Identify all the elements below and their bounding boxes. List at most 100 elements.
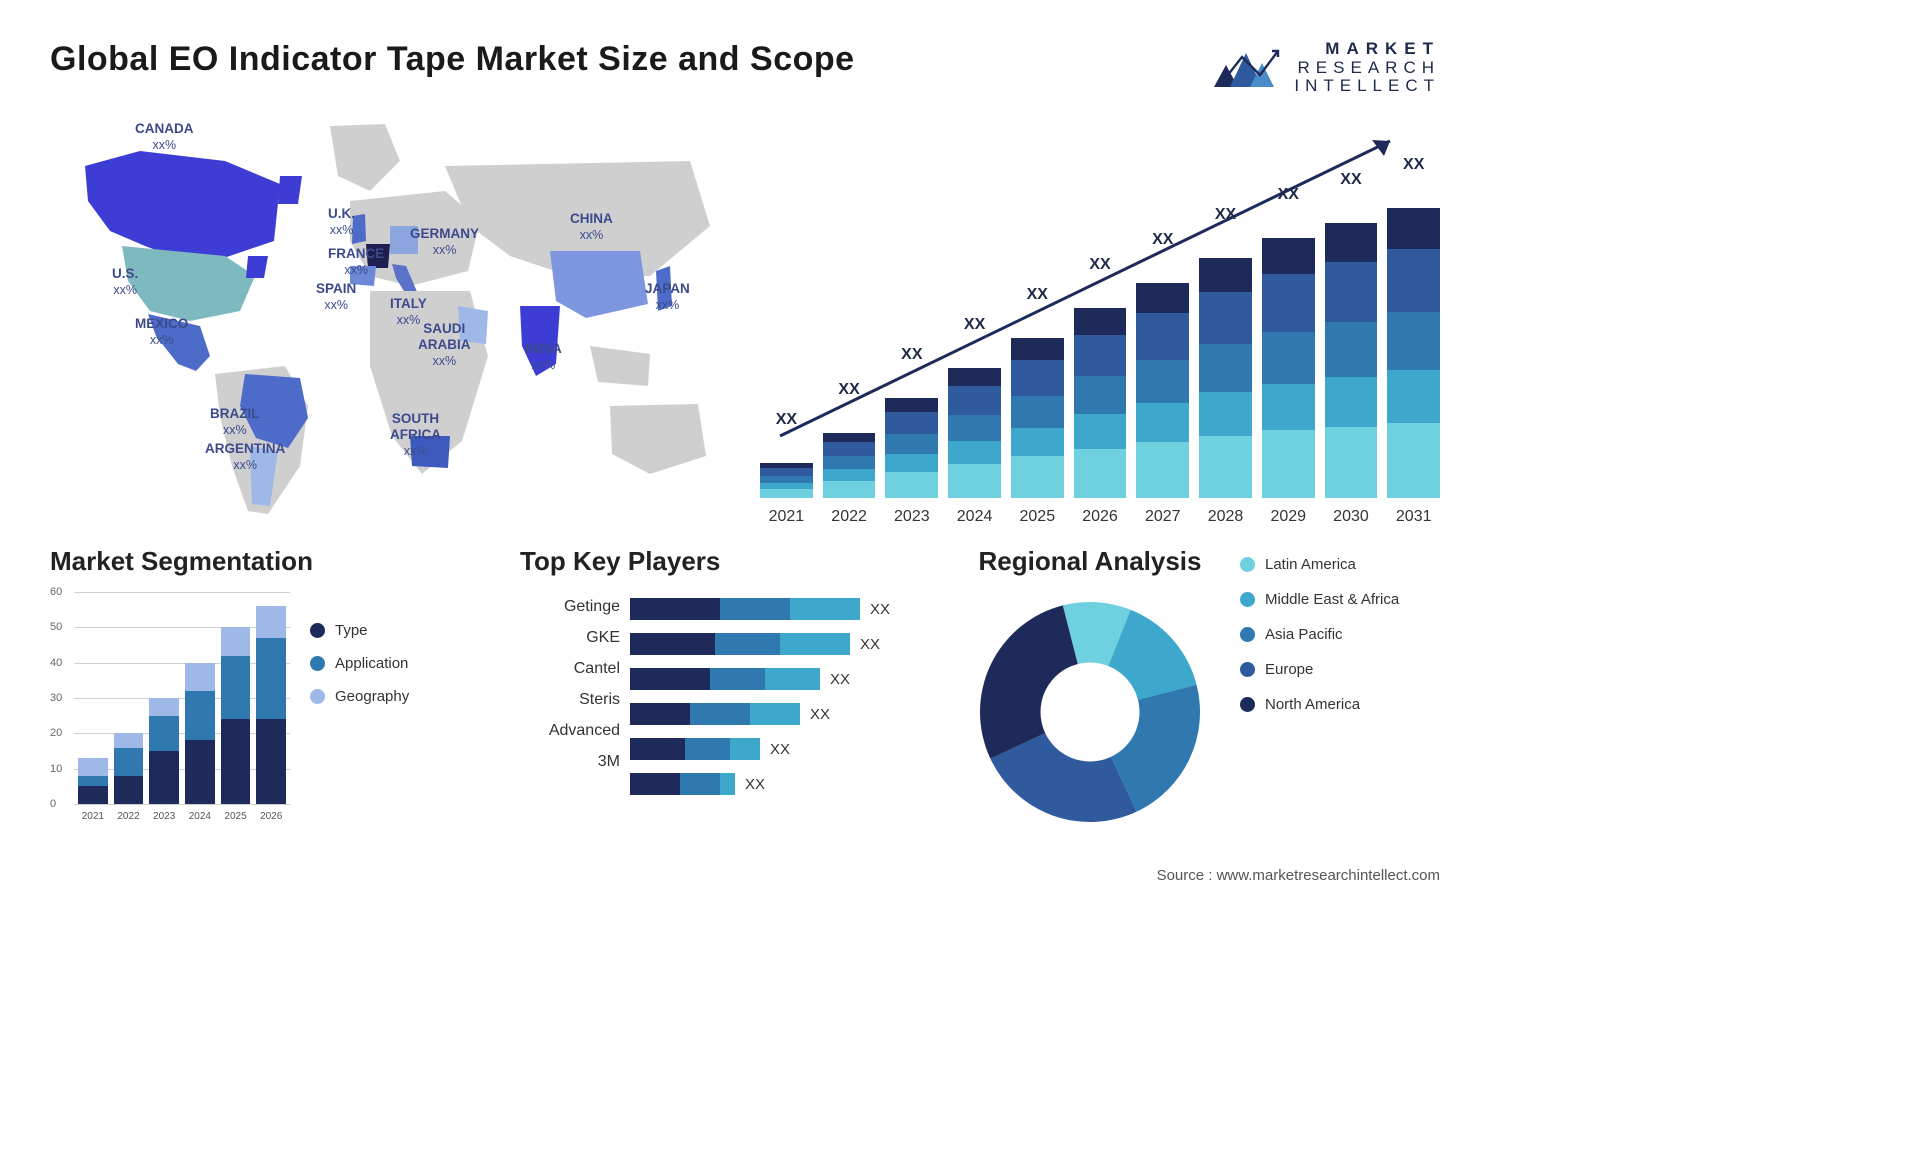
brand-logo: MARKET RESEARCH INTELLECT [1212,40,1440,96]
player-label: Advanced [520,722,630,740]
growth-year-label: 2023 [885,508,938,526]
player-row: XX [630,598,940,620]
player-value: XX [770,741,790,758]
growth-bar: XX [948,368,1001,498]
growth-bar: XX [1011,338,1064,498]
growth-bar-label: XX [964,316,985,334]
growth-year-label: 2021 [760,508,813,526]
legend-item: Middle East & Africa [1240,591,1399,608]
growth-year-label: 2029 [1262,508,1315,526]
growth-year-label: 2022 [823,508,876,526]
map-label: ARGENTINAxx% [205,441,285,473]
growth-bar: XX [823,433,876,498]
segmentation-bar [185,663,215,804]
segmentation-bar [221,627,251,804]
legend-item: Application [310,655,409,672]
map-label: SPAINxx% [316,281,356,313]
segmentation-bar [256,606,286,804]
logo-mark-icon [1212,47,1282,89]
players-chart: Getinge GKE Cantel Steris Advanced 3M XX XX XX X… [520,592,940,795]
map-label: JAPANxx% [645,281,690,313]
growth-bar-label: XX [1152,231,1173,249]
map-label: U.K.xx% [328,206,355,238]
growth-bar-label: XX [1340,171,1361,189]
source-attribution: Source : www.marketresearchintellect.com [1157,867,1440,884]
map-label: BRAZILxx% [210,406,260,438]
map-label: SAUDIARABIAxx% [418,321,471,370]
player-row: XX [630,668,940,690]
legend-item: Geography [310,688,409,705]
page-title: Global EO Indicator Tape Market Size and… [50,40,855,79]
growth-year-label: 2030 [1325,508,1378,526]
growth-chart: XXXXXXXXXXXXXXXXXXXXXX 20212022202320242… [760,126,1440,526]
player-label: Cantel [520,660,630,678]
player-value: XX [860,636,880,653]
growth-bar-label: XX [1403,156,1424,174]
segmentation-legend: Type Application Geography [310,592,409,822]
growth-bar-label: XX [1278,186,1299,204]
player-value: XX [745,776,765,793]
map-label: GERMANYxx% [410,226,479,258]
legend-item: Europe [1240,661,1399,678]
growth-bar: XX [1387,208,1440,498]
player-value: XX [810,706,830,723]
player-row: XX [630,703,940,725]
header: Global EO Indicator Tape Market Size and… [20,20,1470,96]
player-label: Getinge [520,598,630,616]
segmentation-title: Market Segmentation [50,546,490,577]
player-row: XX [630,633,940,655]
map-label: FRANCExx% [328,246,384,278]
map-label: MEXICOxx% [135,316,188,348]
regional-title: Regional Analysis [970,546,1210,577]
growth-bar-label: XX [1027,286,1048,304]
segmentation-year-label: 2023 [149,811,179,822]
regional-panel: Regional Analysis Latin America Middle Ea… [970,546,1440,832]
segmentation-bar [114,733,144,804]
map-label: SOUTHAFRICAxx% [390,411,441,460]
growth-bar-label: XX [1215,206,1236,224]
segmentation-bar [78,758,108,804]
map-label: INDIAxx% [525,341,562,373]
growth-bar: XX [760,463,813,498]
growth-bar: XX [1325,223,1378,498]
growth-bar: XX [885,398,938,498]
legend-item: Type [310,622,409,639]
segmentation-year-label: 2025 [221,811,251,822]
growth-bar-label: XX [1089,256,1110,274]
player-label: GKE [520,629,630,647]
player-row: XX [630,738,940,760]
infographic-page: Global EO Indicator Tape Market Size and… [20,20,1470,890]
bottom-row: Market Segmentation 01020304050602021202… [20,526,1470,832]
growth-year-label: 2026 [1074,508,1127,526]
growth-bar-label: XX [901,346,922,364]
growth-year-label: 2028 [1199,508,1252,526]
player-value: XX [870,601,890,618]
growth-bar: XX [1199,258,1252,498]
top-row: CANADAxx% U.S.xx% MEXICOxx% BRAZILxx%ARGENT… [20,96,1470,526]
growth-year-label: 2031 [1387,508,1440,526]
player-label: Steris [520,691,630,709]
growth-bar-label: XX [838,381,859,399]
segmentation-year-label: 2026 [256,811,286,822]
growth-bar: XX [1074,308,1127,498]
player-label: 3M [520,753,630,771]
world-map-panel: CANADAxx% U.S.xx% MEXICOxx% BRAZILxx%ARGENT… [50,106,740,526]
regional-legend: Latin America Middle East & Africa Asia Pa… [1240,546,1399,832]
legend-item: North America [1240,696,1399,713]
segmentation-year-label: 2021 [78,811,108,822]
growth-year-label: 2027 [1136,508,1189,526]
legend-item: Asia Pacific [1240,626,1399,643]
map-label: CHINAxx% [570,211,613,243]
players-title: Top Key Players [520,546,940,577]
segmentation-chart: 0102030405060202120222023202420252026 [50,592,290,822]
growth-year-label: 2024 [948,508,1001,526]
growth-bar-label: XX [776,411,797,429]
legend-item: Latin America [1240,556,1399,573]
growth-year-label: 2025 [1011,508,1064,526]
logo-text: MARKET RESEARCH INTELLECT [1294,40,1440,96]
regional-donut [970,592,1210,832]
map-label: U.S.xx% [112,266,138,298]
map-label: CANADAxx% [135,121,194,153]
segmentation-bar [149,698,179,804]
growth-bar: XX [1136,283,1189,498]
